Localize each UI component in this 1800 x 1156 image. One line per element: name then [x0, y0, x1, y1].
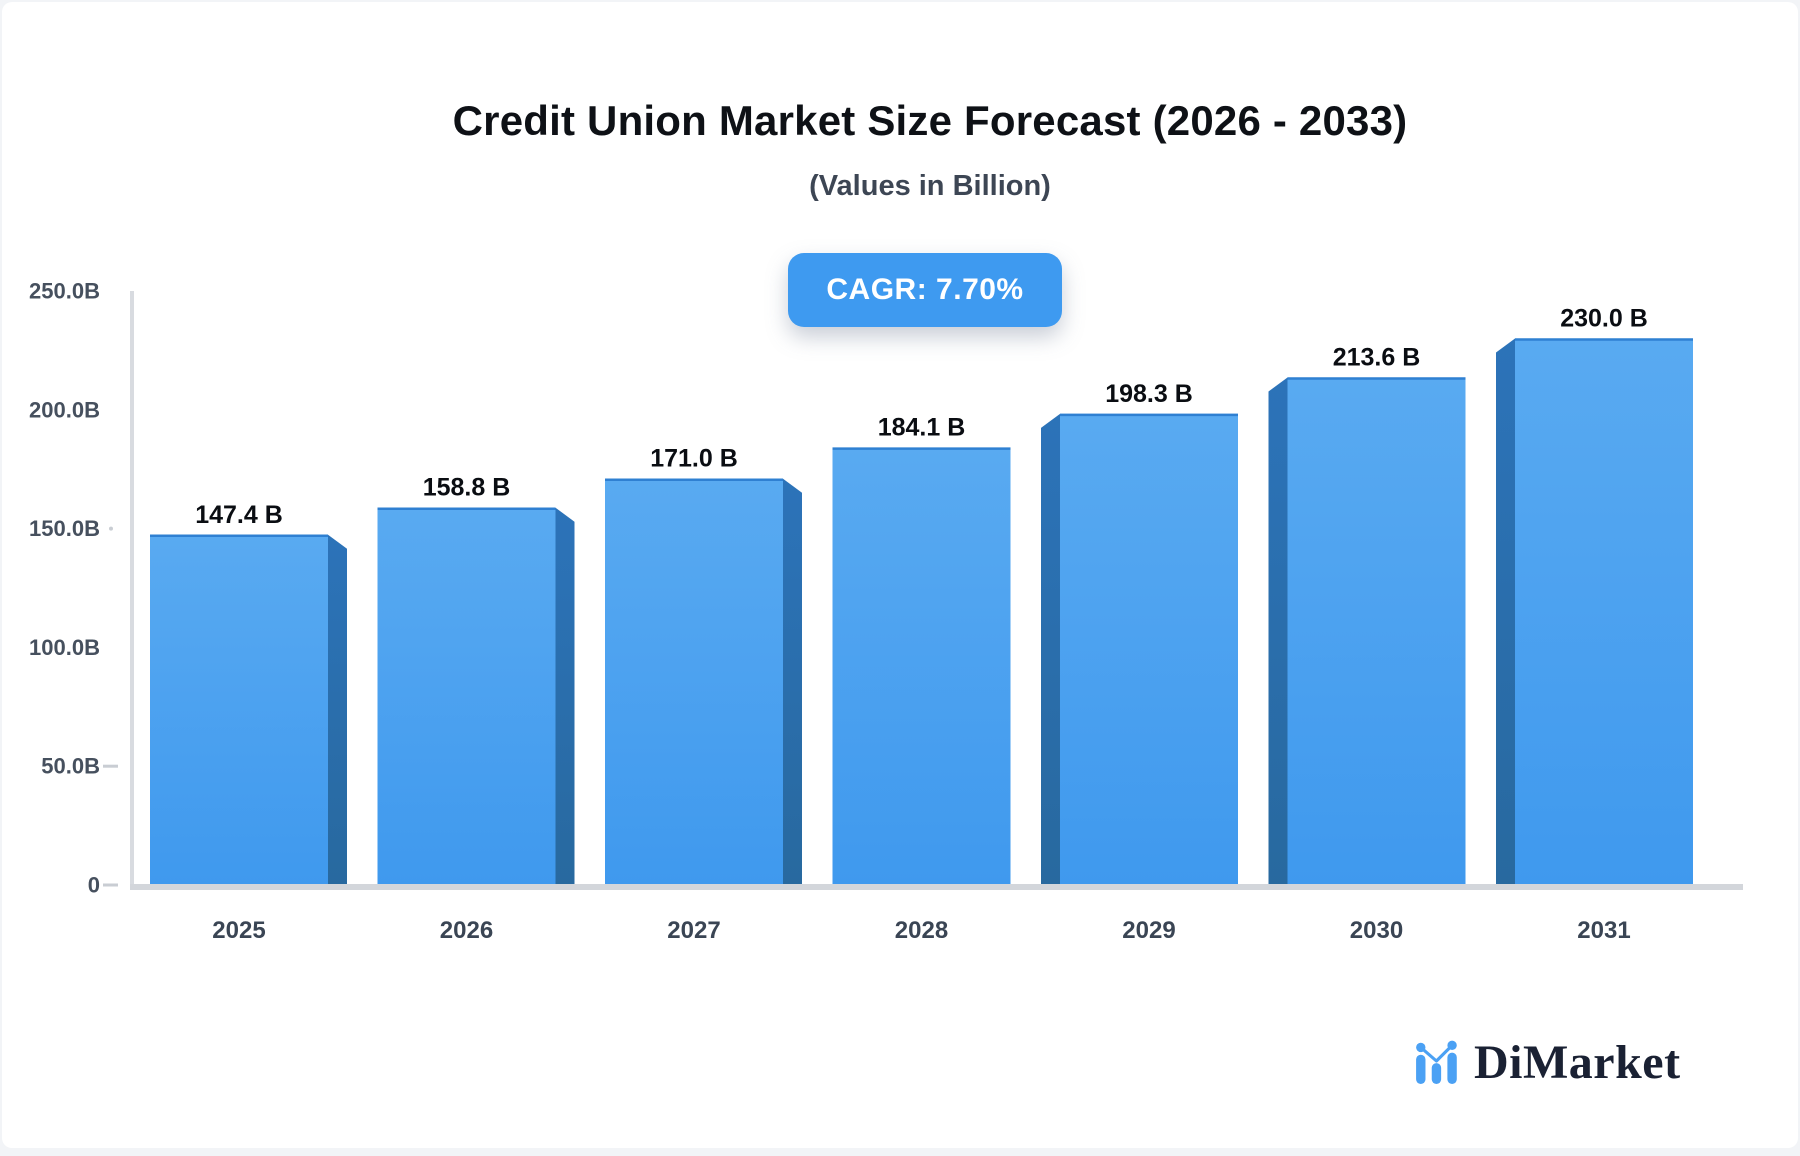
bar-side-face [1496, 338, 1515, 885]
x-tick-label-2028: 2028 [895, 917, 948, 944]
x-tick-label-2031: 2031 [1577, 917, 1630, 944]
y-tick-label-200.0B: 200.0B [29, 397, 100, 422]
x-tick-label-2030: 2030 [1350, 917, 1403, 944]
dimarket-logo-text: DiMarket [1474, 1036, 1681, 1089]
y-tick-mark [103, 883, 118, 887]
y-tick-label-100.0B: 100.0B [29, 635, 100, 660]
chart-title: Credit Union Market Size Forecast (2026 … [452, 97, 1408, 144]
dimarket-logo-icon [1416, 1040, 1457, 1084]
bar-front-face [832, 447, 1011, 885]
bar-2028: 184.1 B 2028 [832, 414, 1011, 944]
bar-value-label-2026: 158.8 B [423, 474, 511, 502]
dimarket-logo: DiMarket [1414, 1038, 1681, 1087]
bar-value-label-2027: 171.0 B [650, 445, 738, 473]
bar-2025: 147.4 B 2025 [150, 501, 347, 944]
x-tick-label-2025: 2025 [212, 917, 265, 944]
bar-side-face [1268, 377, 1288, 885]
chart-subtitle: (Values in Billion) [809, 170, 1051, 202]
y-axis-line [130, 291, 134, 890]
y-tick-label-50.0B: 50.0B [41, 754, 100, 779]
y-tick-label-150.0B: 150.0B [29, 516, 100, 541]
y-tick-mark [103, 764, 118, 768]
bar-value-label-2029: 198.3 B [1105, 380, 1193, 408]
cagr-badge: CAGR: 7.70% [788, 253, 1062, 327]
bar-value-label-2028: 184.1 B [878, 414, 966, 442]
bar-front-face [1287, 377, 1466, 885]
bar-front-face [605, 478, 783, 885]
bar-side-face [1041, 413, 1060, 885]
x-tick-label-2029: 2029 [1122, 917, 1175, 944]
y-tick-label-250.0B: 250.0B [29, 279, 100, 304]
bar-2026: 158.8 B 2026 [377, 474, 575, 944]
y-tick-label-0: 0 [88, 873, 100, 898]
bar-front-face [1060, 413, 1238, 885]
bar-2027: 171.0 B 2027 [605, 445, 802, 944]
bar-side-face [783, 478, 802, 885]
bar-2031: 230.0 B 2031 [1496, 305, 1693, 944]
bar-value-label-2031: 230.0 B [1560, 305, 1648, 333]
bar-front-face [150, 534, 328, 885]
bar-front-face [1515, 338, 1693, 885]
x-tick-label-2027: 2027 [667, 917, 720, 944]
bar-side-face [555, 507, 575, 885]
bar-side-face [328, 534, 347, 885]
x-tick-label-2026: 2026 [440, 917, 493, 944]
bar-value-label-2025: 147.4 B [195, 501, 283, 529]
x-axis-baseline [130, 884, 1743, 890]
bar-value-label-2030: 213.6 B [1333, 343, 1421, 371]
y-tick-dot [109, 526, 113, 531]
bar-2030: 213.6 B 2030 [1268, 343, 1466, 944]
bar-2029: 198.3 B 2029 [1041, 380, 1238, 944]
bar-front-face [377, 507, 556, 885]
